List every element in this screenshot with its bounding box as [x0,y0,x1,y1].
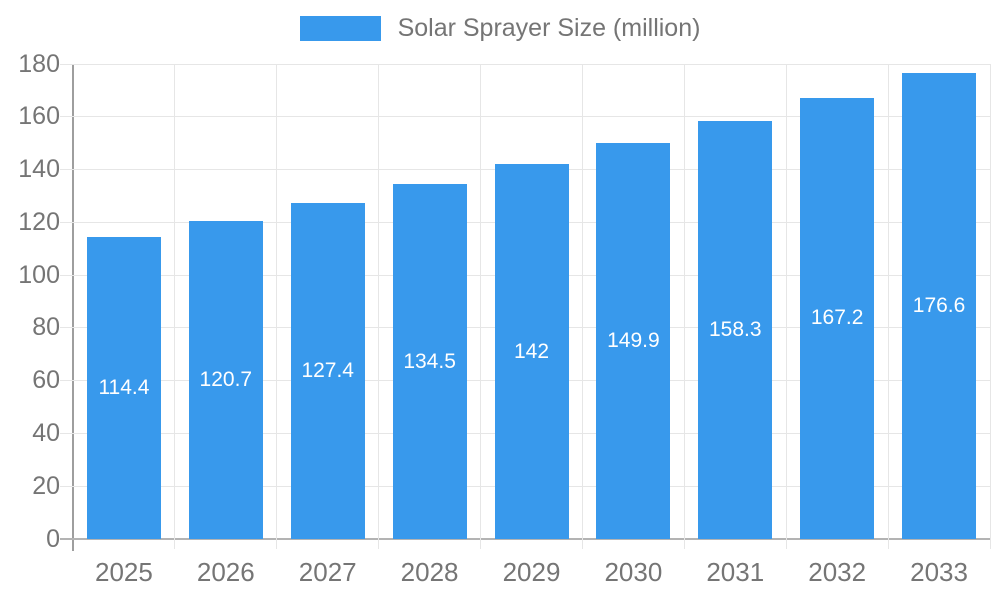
y-tick-label: 100 [18,260,60,289]
y-gridline [60,63,990,65]
bar-value-label: 114.4 [98,376,150,400]
x-gridline [480,64,482,549]
bar-value-label: 142 [513,339,550,363]
legend-swatch [299,16,381,41]
x-tick-label: 2027 [298,557,357,587]
bar[interactable]: 142 [494,164,569,539]
y-axis-line [72,64,74,551]
x-tick-label: 2029 [502,557,561,587]
x-gridline [581,64,583,549]
bar-value-label: 127.4 [301,358,354,382]
bar-value-label: 134.5 [403,349,456,373]
x-tick-label: 2033 [910,557,968,587]
x-gridline [378,64,380,549]
x-tick-label: 2032 [808,557,867,587]
y-gridline [60,116,990,118]
bar[interactable]: 176.6 [902,72,977,539]
bar[interactable]: 167.2 [800,97,875,539]
bar-value-label: 176.6 [912,293,966,317]
bar[interactable]: 149.9 [596,143,671,539]
bar[interactable]: 120.7 [188,220,263,539]
bar-value-label: 158.3 [708,318,762,342]
bar[interactable]: 134.5 [392,184,467,539]
bar[interactable]: 158.3 [698,121,773,539]
legend[interactable]: Solar Sprayer Size (million) [0,14,1000,43]
x-tick-label: 2030 [604,557,663,587]
y-tick-label: 140 [18,155,60,184]
bar[interactable]: 127.4 [290,202,365,539]
y-tick-label: 20 [32,471,60,500]
y-tick-label: 60 [32,366,60,395]
x-axis-line [60,538,990,540]
x-gridline [174,64,176,549]
x-tick-label: 2026 [196,557,255,587]
y-tick-label: 40 [32,418,60,447]
x-tick-label: 2025 [95,557,153,587]
y-tick-label: 80 [32,313,60,342]
x-tick-label: 2028 [400,557,459,587]
x-gridline [785,64,787,549]
bar-value-label: 167.2 [810,306,864,330]
x-gridline [887,64,889,549]
y-tick-label: 160 [18,102,60,131]
y-tick-label: 120 [18,207,60,236]
x-gridline [989,64,991,549]
bar[interactable]: 114.4 [86,237,161,539]
plot-area: 0 20 40 60 80 100 120 140 160 180 114.4 2025 120.7 20… [18,51,991,587]
bar-value-label: 120.7 [199,367,253,391]
x-gridline [683,64,685,549]
y-tick-label: 0 [46,524,60,553]
x-gridline [276,64,278,549]
bar-value-label: 149.9 [607,329,660,353]
legend-label: Solar Sprayer Size (million) [397,14,701,42]
x-tick-label: 2031 [706,557,765,587]
y-tick-label: 180 [18,49,60,78]
